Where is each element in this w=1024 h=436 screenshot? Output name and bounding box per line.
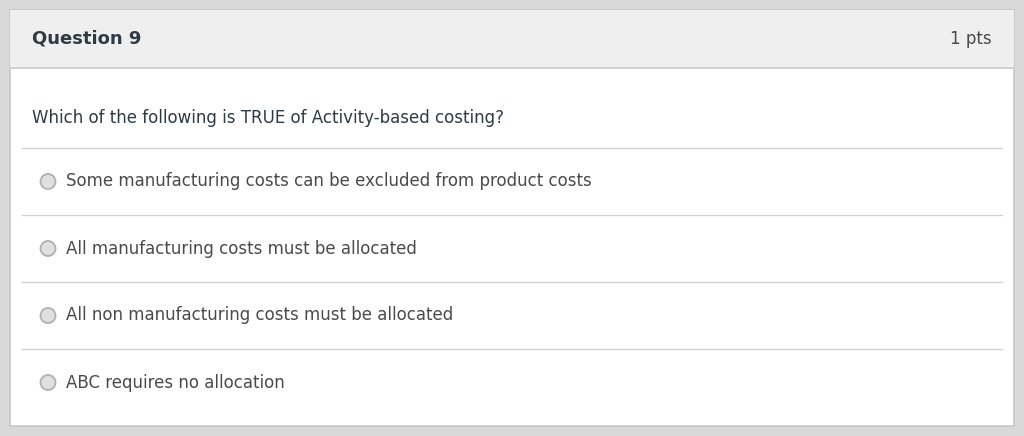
Text: All non manufacturing costs must be allocated: All non manufacturing costs must be allo…: [66, 307, 453, 324]
Circle shape: [41, 308, 55, 323]
Text: Question 9: Question 9: [32, 30, 141, 48]
Text: 1 pts: 1 pts: [950, 30, 992, 48]
Text: Which of the following is TRUE of Activity-based costing?: Which of the following is TRUE of Activi…: [32, 109, 504, 127]
Text: ABC requires no allocation: ABC requires no allocation: [66, 374, 285, 392]
Circle shape: [41, 174, 55, 189]
Text: All manufacturing costs must be allocated: All manufacturing costs must be allocate…: [66, 239, 417, 258]
Text: Some manufacturing costs can be excluded from product costs: Some manufacturing costs can be excluded…: [66, 173, 591, 191]
Circle shape: [41, 375, 55, 390]
FancyBboxPatch shape: [10, 10, 1014, 426]
FancyBboxPatch shape: [10, 10, 1014, 68]
Circle shape: [41, 241, 55, 256]
